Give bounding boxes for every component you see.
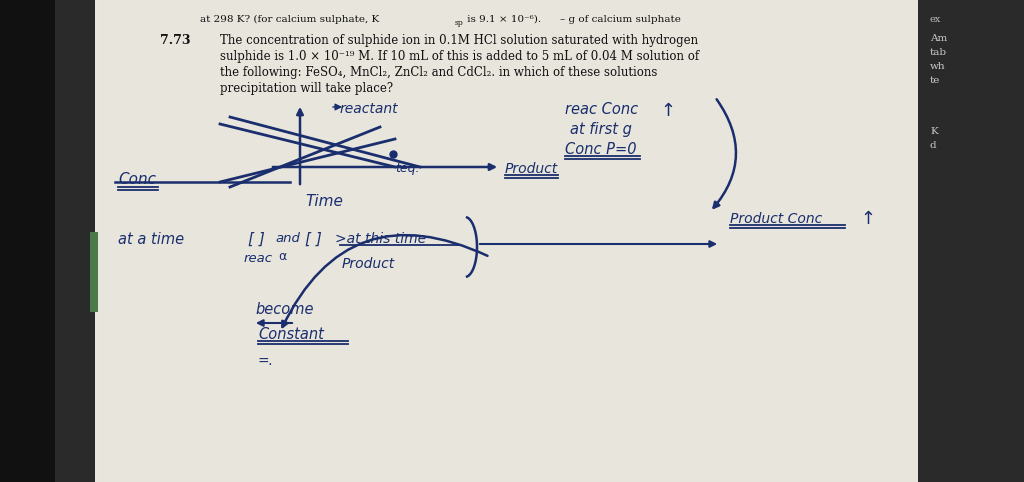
Text: =.: =.	[258, 354, 274, 368]
Text: the following: FeSO₄, MnCl₂, ZnCl₂ and CdCl₂. in which of these solutions: the following: FeSO₄, MnCl₂, ZnCl₂ and C…	[220, 66, 657, 79]
Text: become: become	[255, 302, 313, 317]
Text: K: K	[930, 127, 938, 136]
Text: Conc: Conc	[118, 172, 156, 187]
Text: at 298 K? (for calcium sulphate, K: at 298 K? (for calcium sulphate, K	[200, 15, 379, 24]
Text: Product: Product	[342, 257, 395, 271]
Text: wh: wh	[930, 62, 945, 71]
Text: Constant: Constant	[258, 327, 324, 342]
Text: [ ]: [ ]	[305, 232, 322, 247]
Text: and: and	[275, 232, 300, 245]
Text: te: te	[930, 76, 940, 85]
Text: Am: Am	[930, 34, 947, 43]
Text: Time: Time	[305, 194, 343, 209]
Bar	[55, 0, 95, 482]
Bar	[0, 0, 55, 482]
Text: tab: tab	[930, 48, 947, 57]
Text: – g of calcium sulphate: – g of calcium sulphate	[560, 15, 681, 24]
Text: sulphide is 1.0 × 10⁻¹⁹ M. If 10 mL of this is added to 5 mL of 0.04 M solution : sulphide is 1.0 × 10⁻¹⁹ M. If 10 mL of t…	[220, 50, 699, 63]
Text: ex: ex	[930, 15, 941, 24]
Text: Conc P=0: Conc P=0	[565, 142, 637, 157]
Bar	[90, 232, 98, 312]
Text: d: d	[930, 141, 937, 150]
Text: ↑: ↑	[860, 210, 876, 228]
Text: ↑: ↑	[660, 102, 675, 120]
Text: teq.: teq.	[395, 162, 420, 175]
Text: The concentration of sulphide ion in 0.1M HCl solution saturated with hydrogen: The concentration of sulphide ion in 0.1…	[220, 34, 698, 47]
Text: at a time: at a time	[118, 232, 184, 247]
Text: Product Conc: Product Conc	[730, 212, 822, 226]
Text: reac Conc: reac Conc	[565, 102, 638, 117]
Text: 7.73: 7.73	[160, 34, 190, 47]
Text: is 9.1 × 10⁻⁶).: is 9.1 × 10⁻⁶).	[464, 15, 541, 24]
Text: precipitation will take place?: precipitation will take place?	[220, 82, 393, 95]
Text: at first g: at first g	[570, 122, 632, 137]
Text: >at this time: >at this time	[335, 232, 426, 246]
Text: [ ]: [ ]	[248, 232, 265, 247]
Bar	[98, 0, 918, 482]
Text: reac: reac	[244, 252, 273, 265]
Text: sp: sp	[455, 19, 464, 27]
Bar	[918, 0, 1024, 482]
Text: reactant: reactant	[340, 102, 398, 116]
Text: Product: Product	[505, 162, 558, 176]
Text: α: α	[278, 250, 287, 263]
